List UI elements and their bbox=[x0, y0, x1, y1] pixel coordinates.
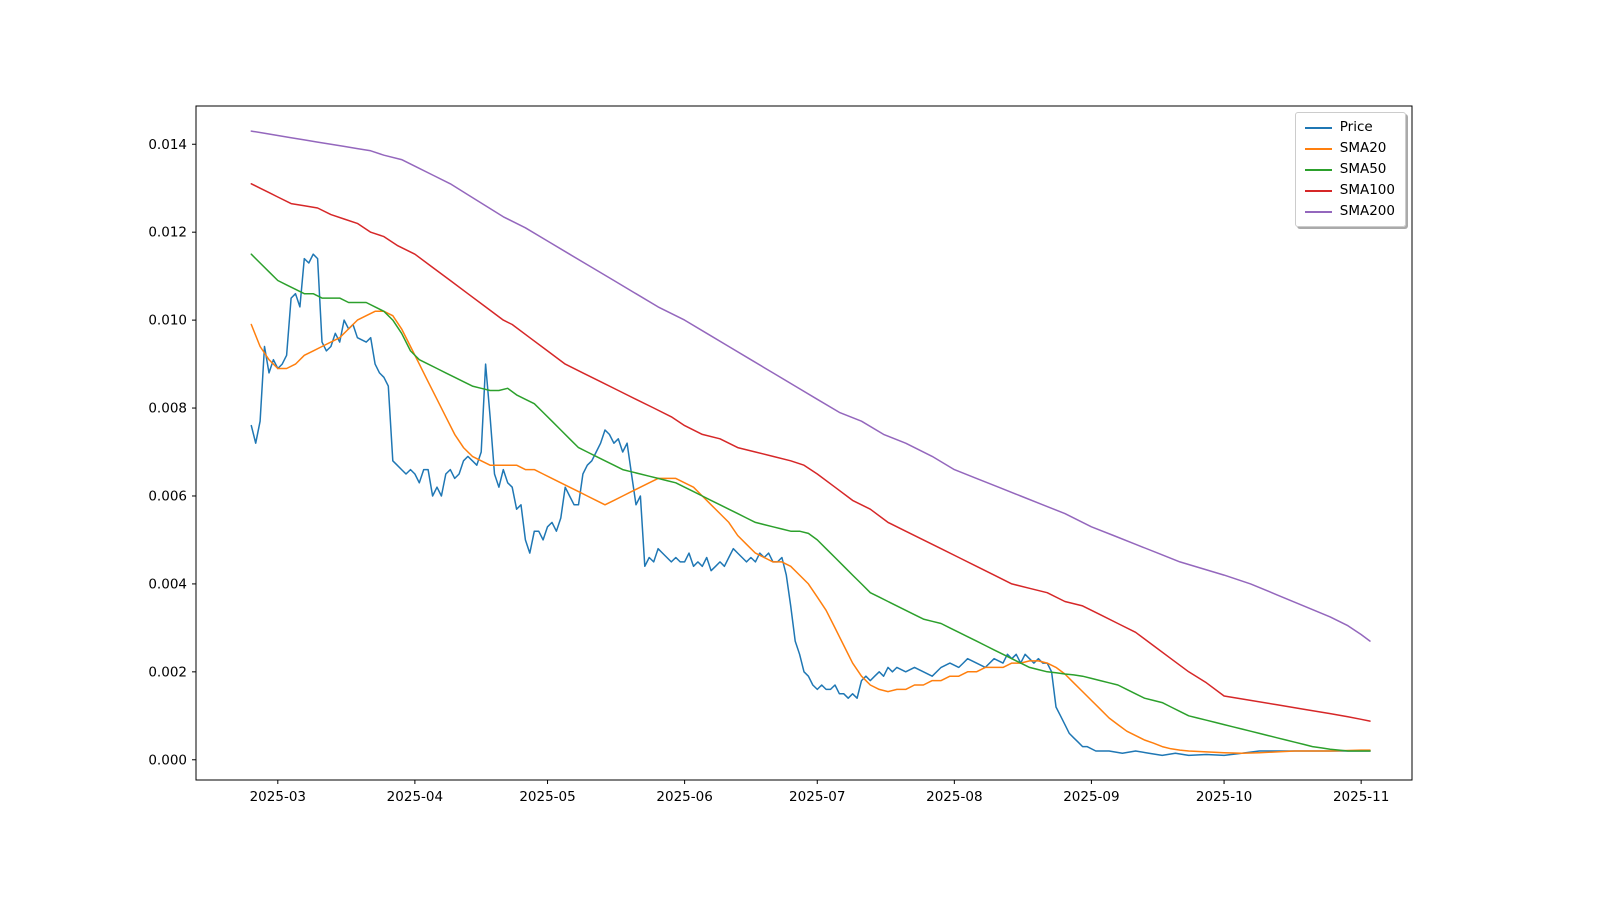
y-tick-label: 0.012 bbox=[148, 225, 187, 241]
y-tick-label: 0.002 bbox=[148, 664, 187, 680]
sma100-line-swatch bbox=[1304, 189, 1332, 192]
y-tick-label: 0.010 bbox=[148, 313, 187, 329]
x-tick-label: 2025-09 bbox=[1063, 789, 1119, 805]
legend-label-sma50: SMA50 bbox=[1339, 161, 1387, 177]
series-line-price bbox=[250, 253, 1371, 757]
x-tick-label: 2025-08 bbox=[926, 789, 982, 805]
series-line-sma100 bbox=[250, 183, 1371, 722]
legend-entry-sma50: SMA50 bbox=[1304, 161, 1395, 177]
legend-label-sma20: SMA20 bbox=[1339, 140, 1387, 156]
x-tick-label: 2025-04 bbox=[387, 789, 443, 805]
legend-entry-sma200: SMA200 bbox=[1304, 203, 1395, 219]
x-tick-label: 2025-06 bbox=[656, 789, 712, 805]
y-tick-label: 0.014 bbox=[148, 137, 187, 153]
sma200-line-swatch bbox=[1304, 210, 1332, 213]
y-tick-label: 0.004 bbox=[148, 576, 187, 592]
x-tick-label: 2025-05 bbox=[519, 789, 575, 805]
legend: Price SMA20 SMA50 SMA100 SMA200 bbox=[1294, 112, 1406, 227]
y-tick-label: 0.006 bbox=[148, 488, 187, 504]
legend-entry-price: Price bbox=[1304, 119, 1395, 135]
x-tick-label: 2025-03 bbox=[250, 789, 306, 805]
y-tick-label: 0.008 bbox=[148, 401, 187, 417]
series-line-sma20 bbox=[250, 310, 1371, 754]
y-tick-label: 0.000 bbox=[148, 752, 187, 768]
sma20-line-swatch bbox=[1304, 147, 1332, 150]
legend-label-sma200: SMA200 bbox=[1339, 203, 1395, 219]
legend-entry-sma100: SMA100 bbox=[1304, 182, 1395, 198]
x-tick-label: 2025-10 bbox=[1196, 789, 1252, 805]
legend-entry-sma20: SMA20 bbox=[1304, 140, 1395, 156]
price-line-swatch bbox=[1304, 126, 1332, 129]
x-tick-label: 2025-07 bbox=[789, 789, 845, 805]
x-tick-label: 2025-11 bbox=[1333, 789, 1389, 805]
legend-label-sma100: SMA100 bbox=[1339, 182, 1395, 198]
legend-label-price: Price bbox=[1339, 119, 1373, 135]
series-line-sma200 bbox=[250, 130, 1371, 642]
plot-border bbox=[195, 105, 1413, 781]
series-line-sma50 bbox=[250, 253, 1371, 752]
sma50-line-swatch bbox=[1304, 168, 1332, 171]
